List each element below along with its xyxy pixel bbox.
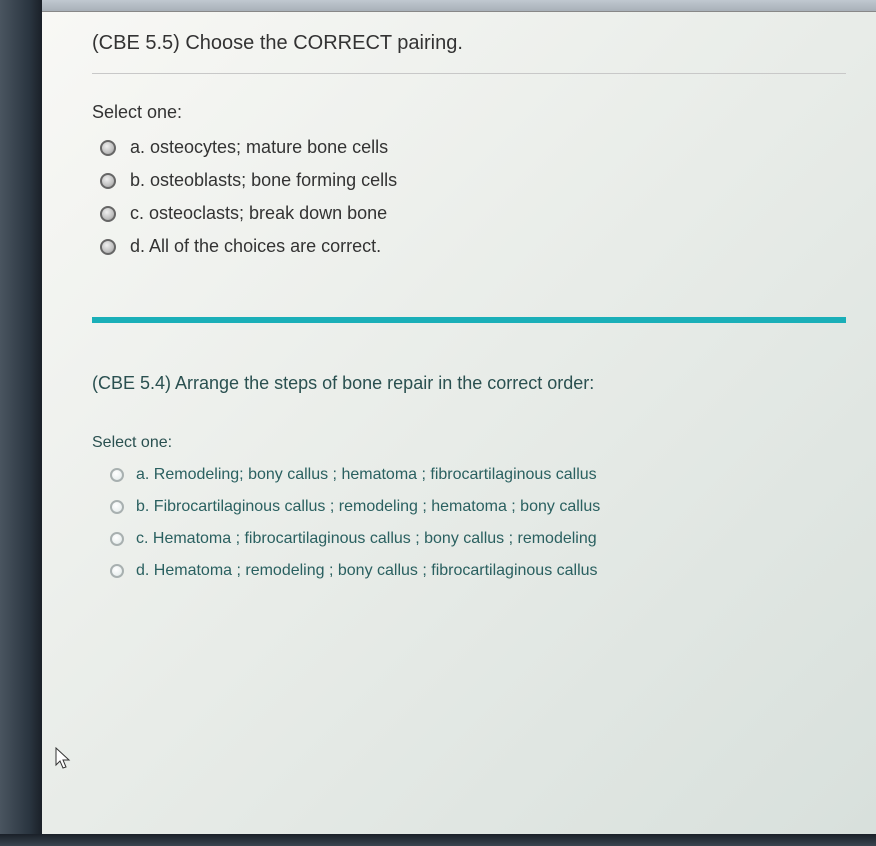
monitor-bezel-left — [0, 0, 42, 846]
option-label: b. osteoblasts; bone forming cells — [130, 170, 397, 191]
quiz-content-panel: (CBE 5.5) Choose the CORRECT pairing. Se… — [42, 12, 876, 834]
question-1-option-d[interactable]: d. All of the choices are correct. — [92, 236, 846, 257]
question-2-select-label: Select one: — [92, 434, 846, 452]
radio-icon[interactable] — [100, 206, 116, 222]
option-label: d. All of the choices are correct. — [130, 236, 381, 257]
question-2-prompt: (CBE 5.4) Arrange the steps of bone repa… — [92, 373, 846, 394]
question-2-block: (CBE 5.4) Arrange the steps of bone repa… — [92, 373, 846, 580]
question-separator — [92, 317, 846, 323]
radio-icon[interactable] — [100, 239, 116, 255]
option-label: b. Fibrocartilaginous callus ; remodelin… — [136, 498, 600, 516]
browser-chrome-edge — [42, 0, 876, 12]
question-1-prompt: (CBE 5.5) Choose the CORRECT pairing. — [92, 32, 846, 55]
radio-icon[interactable] — [100, 173, 116, 189]
option-label: c. osteoclasts; break down bone — [130, 203, 387, 224]
radio-icon[interactable] — [110, 564, 124, 578]
question-1-divider — [92, 73, 846, 74]
radio-icon[interactable] — [110, 468, 124, 482]
option-label: a. osteocytes; mature bone cells — [130, 137, 388, 158]
option-label: a. Remodeling; bony callus ; hematoma ; … — [136, 466, 597, 484]
question-1-select-label: Select one: — [92, 102, 846, 123]
question-2-option-d[interactable]: d. Hematoma ; remodeling ; bony callus ;… — [92, 562, 846, 580]
question-1-option-c[interactable]: c. osteoclasts; break down bone — [92, 203, 846, 224]
question-1-option-b[interactable]: b. osteoblasts; bone forming cells — [92, 170, 846, 191]
option-label: d. Hematoma ; remodeling ; bony callus ;… — [136, 562, 598, 580]
radio-icon[interactable] — [110, 500, 124, 514]
question-1-block: (CBE 5.5) Choose the CORRECT pairing. Se… — [92, 32, 846, 257]
option-label: c. Hematoma ; fibrocartilaginous callus … — [136, 530, 597, 548]
question-1-option-a[interactable]: a. osteocytes; mature bone cells — [92, 137, 846, 158]
question-2-option-b[interactable]: b. Fibrocartilaginous callus ; remodelin… — [92, 498, 846, 516]
question-2-option-c[interactable]: c. Hematoma ; fibrocartilaginous callus … — [92, 530, 846, 548]
radio-icon[interactable] — [100, 140, 116, 156]
question-2-option-a[interactable]: a. Remodeling; bony callus ; hematoma ; … — [92, 466, 846, 484]
radio-icon[interactable] — [110, 532, 124, 546]
monitor-bezel-bottom — [0, 834, 876, 846]
